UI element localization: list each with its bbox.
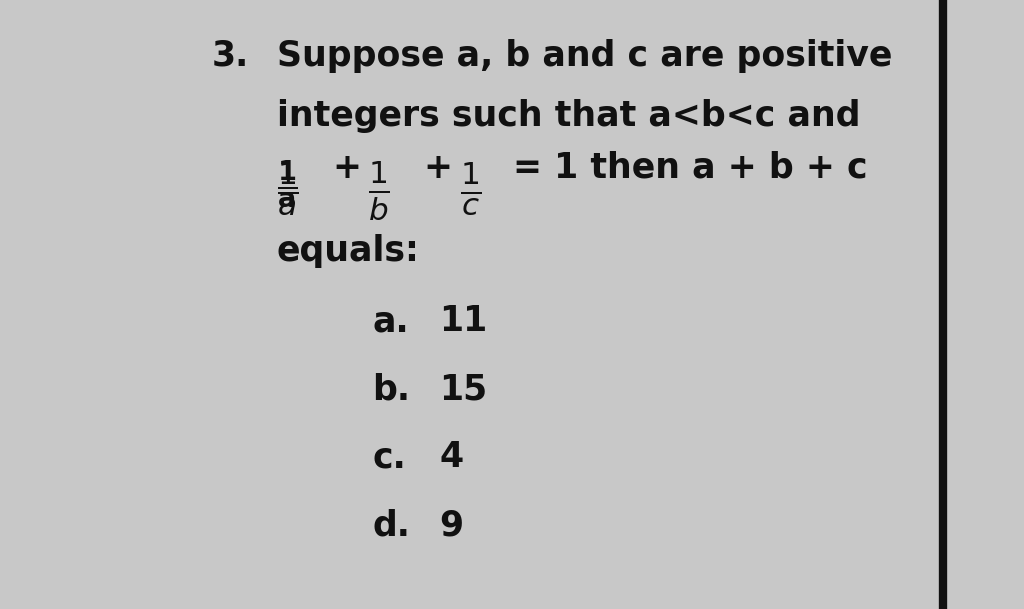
Text: b.: b.: [373, 372, 411, 406]
Text: $\frac{1}{b}$: $\frac{1}{b}$: [369, 159, 390, 223]
Text: equals:: equals:: [276, 234, 420, 268]
Text: 15: 15: [439, 372, 487, 406]
Text: 4: 4: [439, 440, 463, 474]
Text: c.: c.: [373, 440, 407, 474]
Text: a.: a.: [373, 304, 409, 338]
Text: 11: 11: [439, 304, 487, 338]
Text: Suppose a, b and c are positive: Suppose a, b and c are positive: [276, 39, 892, 73]
Text: $\mathbf{\frac{1}{a}}$: $\mathbf{\frac{1}{a}}$: [276, 159, 298, 210]
Text: $\frac{1}{c}$: $\frac{1}{c}$: [460, 159, 482, 217]
Text: $\frac{1}{a}$: $\frac{1}{a}$: [276, 159, 299, 217]
Text: = 1 then a + b + c: = 1 then a + b + c: [513, 151, 867, 185]
Text: +: +: [424, 151, 453, 185]
Text: +: +: [332, 151, 361, 185]
Text: d.: d.: [373, 508, 411, 542]
Text: integers such that a<b<c and: integers such that a<b<c and: [276, 99, 860, 133]
Text: 3.: 3.: [212, 39, 249, 73]
Text: 9: 9: [439, 508, 463, 542]
